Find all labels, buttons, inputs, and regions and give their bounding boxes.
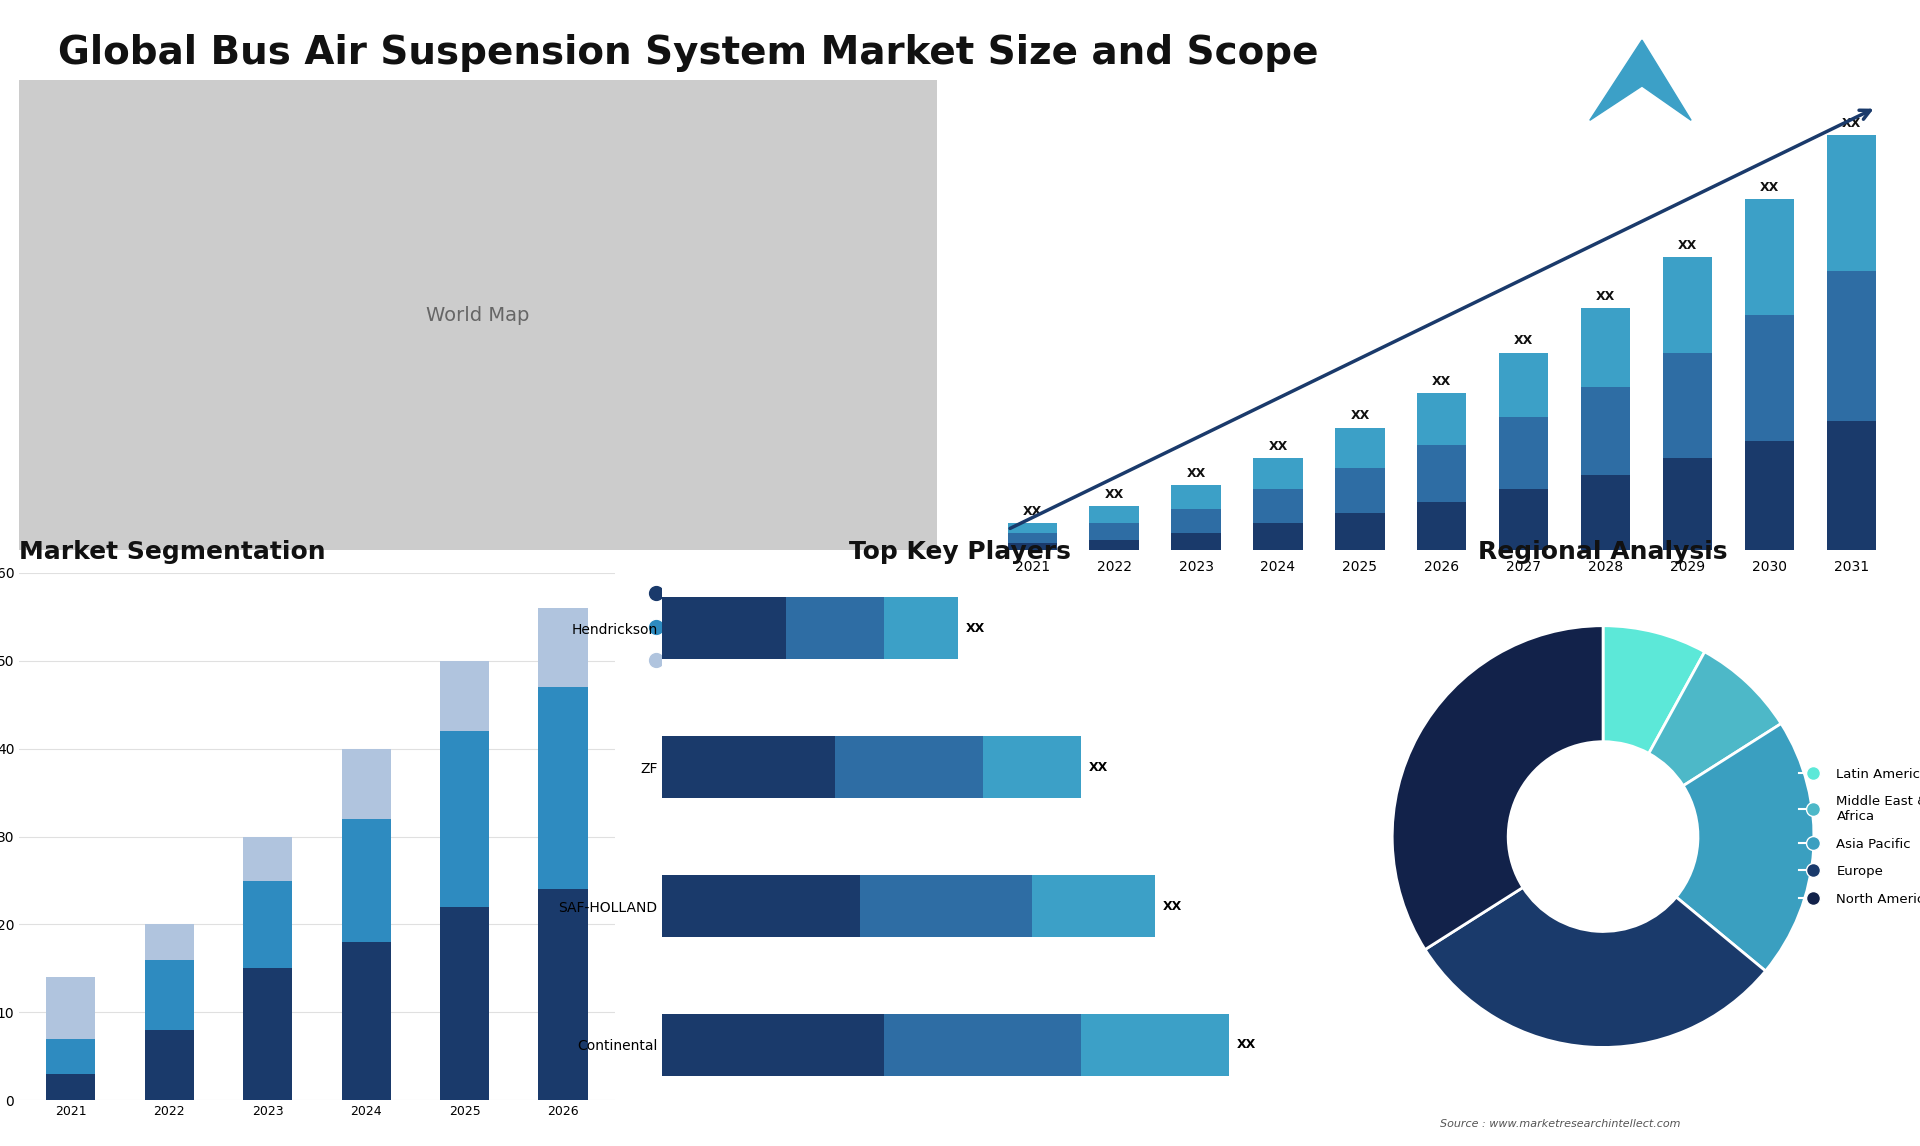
Text: XX: XX [966, 622, 985, 635]
Bar [662, 1014, 885, 1076]
Bar [662, 736, 835, 799]
Bar [1171, 533, 1221, 550]
Bar [1663, 353, 1713, 458]
Bar [1417, 393, 1467, 445]
Bar [1582, 308, 1630, 386]
Text: XX: XX [1515, 335, 1534, 347]
Text: XX: XX [1023, 504, 1043, 518]
Bar [538, 688, 588, 889]
Bar [244, 880, 292, 968]
Bar [342, 942, 392, 1100]
Bar [983, 736, 1081, 799]
Bar [1089, 523, 1139, 540]
Text: MARKET
RESEARCH
INTELLECT: MARKET RESEARCH INTELLECT [1734, 56, 1809, 104]
Text: XX: XX [1236, 1038, 1256, 1051]
Bar [885, 1014, 1081, 1076]
Wedge shape [1392, 626, 1603, 950]
Wedge shape [1425, 887, 1766, 1047]
Bar [1663, 458, 1713, 550]
Bar [46, 1074, 96, 1100]
Bar [835, 736, 983, 799]
Bar [1254, 489, 1302, 523]
Text: Market Segmentation: Market Segmentation [19, 540, 326, 564]
Bar [1334, 512, 1384, 550]
Bar [885, 597, 958, 659]
Bar [1334, 427, 1384, 469]
Bar [1745, 441, 1795, 550]
Text: XX: XX [1104, 488, 1123, 501]
Bar [342, 819, 392, 942]
Bar [144, 1030, 194, 1100]
Wedge shape [1676, 723, 1814, 971]
Bar [662, 874, 860, 937]
Bar [1008, 523, 1056, 533]
Bar [1745, 199, 1795, 315]
Bar [1828, 135, 1876, 270]
Bar [662, 597, 785, 659]
Bar [538, 889, 588, 1100]
Bar [1417, 445, 1467, 502]
Bar [342, 748, 392, 819]
Legend: Type, Application, Geography: Type, Application, Geography [634, 581, 774, 675]
Bar [860, 874, 1033, 937]
Bar [244, 968, 292, 1100]
Bar [1008, 533, 1056, 543]
Bar [440, 906, 490, 1100]
Bar [1745, 315, 1795, 441]
Text: XX: XX [1350, 409, 1369, 423]
Bar [144, 959, 194, 1030]
Bar [1171, 509, 1221, 533]
Bar [538, 609, 588, 688]
Bar [46, 978, 96, 1038]
Text: World Map: World Map [426, 306, 530, 324]
Bar [46, 1038, 96, 1074]
Bar [1089, 505, 1139, 523]
Text: XX: XX [1432, 376, 1452, 388]
Text: XX: XX [1678, 240, 1697, 252]
Title: Top Key Players: Top Key Players [849, 540, 1071, 564]
Bar [244, 837, 292, 880]
Bar [1582, 476, 1630, 550]
Bar [440, 661, 490, 731]
Bar [144, 925, 194, 959]
Bar [1500, 489, 1548, 550]
Bar [1081, 1014, 1229, 1076]
Bar [1254, 523, 1302, 550]
Bar [1171, 486, 1221, 509]
Text: XX: XX [1089, 761, 1108, 774]
Text: Global Bus Air Suspension System Market Size and Scope: Global Bus Air Suspension System Market … [58, 34, 1319, 72]
Text: XX: XX [1596, 290, 1615, 304]
Text: Source : www.marketresearchintellect.com: Source : www.marketresearchintellect.com [1440, 1118, 1680, 1129]
Bar [440, 731, 490, 906]
Text: XX: XX [1164, 900, 1183, 912]
Bar [1033, 874, 1156, 937]
Bar [1582, 386, 1630, 476]
Bar [1828, 421, 1876, 550]
Polygon shape [1590, 40, 1692, 120]
Bar [1334, 469, 1384, 512]
Legend: Latin America, Middle East &
Africa, Asia Pacific, Europe, North America: Latin America, Middle East & Africa, Asi… [1793, 762, 1920, 911]
Bar [1828, 270, 1876, 421]
Wedge shape [1603, 626, 1705, 753]
Bar [1417, 502, 1467, 550]
Bar [1089, 540, 1139, 550]
Bar [1254, 458, 1302, 489]
Text: XX: XX [1841, 117, 1860, 129]
Bar [1008, 543, 1056, 550]
Text: XX: XX [1187, 468, 1206, 480]
Text: XX: XX [1269, 440, 1288, 453]
Bar [1663, 257, 1713, 353]
Text: XX: XX [1761, 181, 1780, 195]
Title: Regional Analysis: Regional Analysis [1478, 540, 1728, 564]
Bar [1500, 353, 1548, 417]
Wedge shape [1649, 652, 1782, 786]
Bar [785, 597, 885, 659]
Bar [1500, 417, 1548, 489]
